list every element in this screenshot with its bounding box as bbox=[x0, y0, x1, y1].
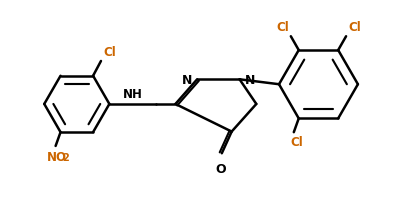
Text: Cl: Cl bbox=[103, 46, 116, 59]
Text: NO: NO bbox=[47, 150, 67, 163]
Text: 2: 2 bbox=[63, 152, 69, 162]
Text: NH: NH bbox=[122, 88, 142, 101]
Text: Cl: Cl bbox=[276, 21, 289, 34]
Text: N: N bbox=[244, 74, 255, 86]
Text: Cl: Cl bbox=[348, 21, 361, 34]
Text: Cl: Cl bbox=[290, 136, 303, 148]
Text: N: N bbox=[182, 74, 192, 86]
Text: O: O bbox=[215, 162, 226, 175]
